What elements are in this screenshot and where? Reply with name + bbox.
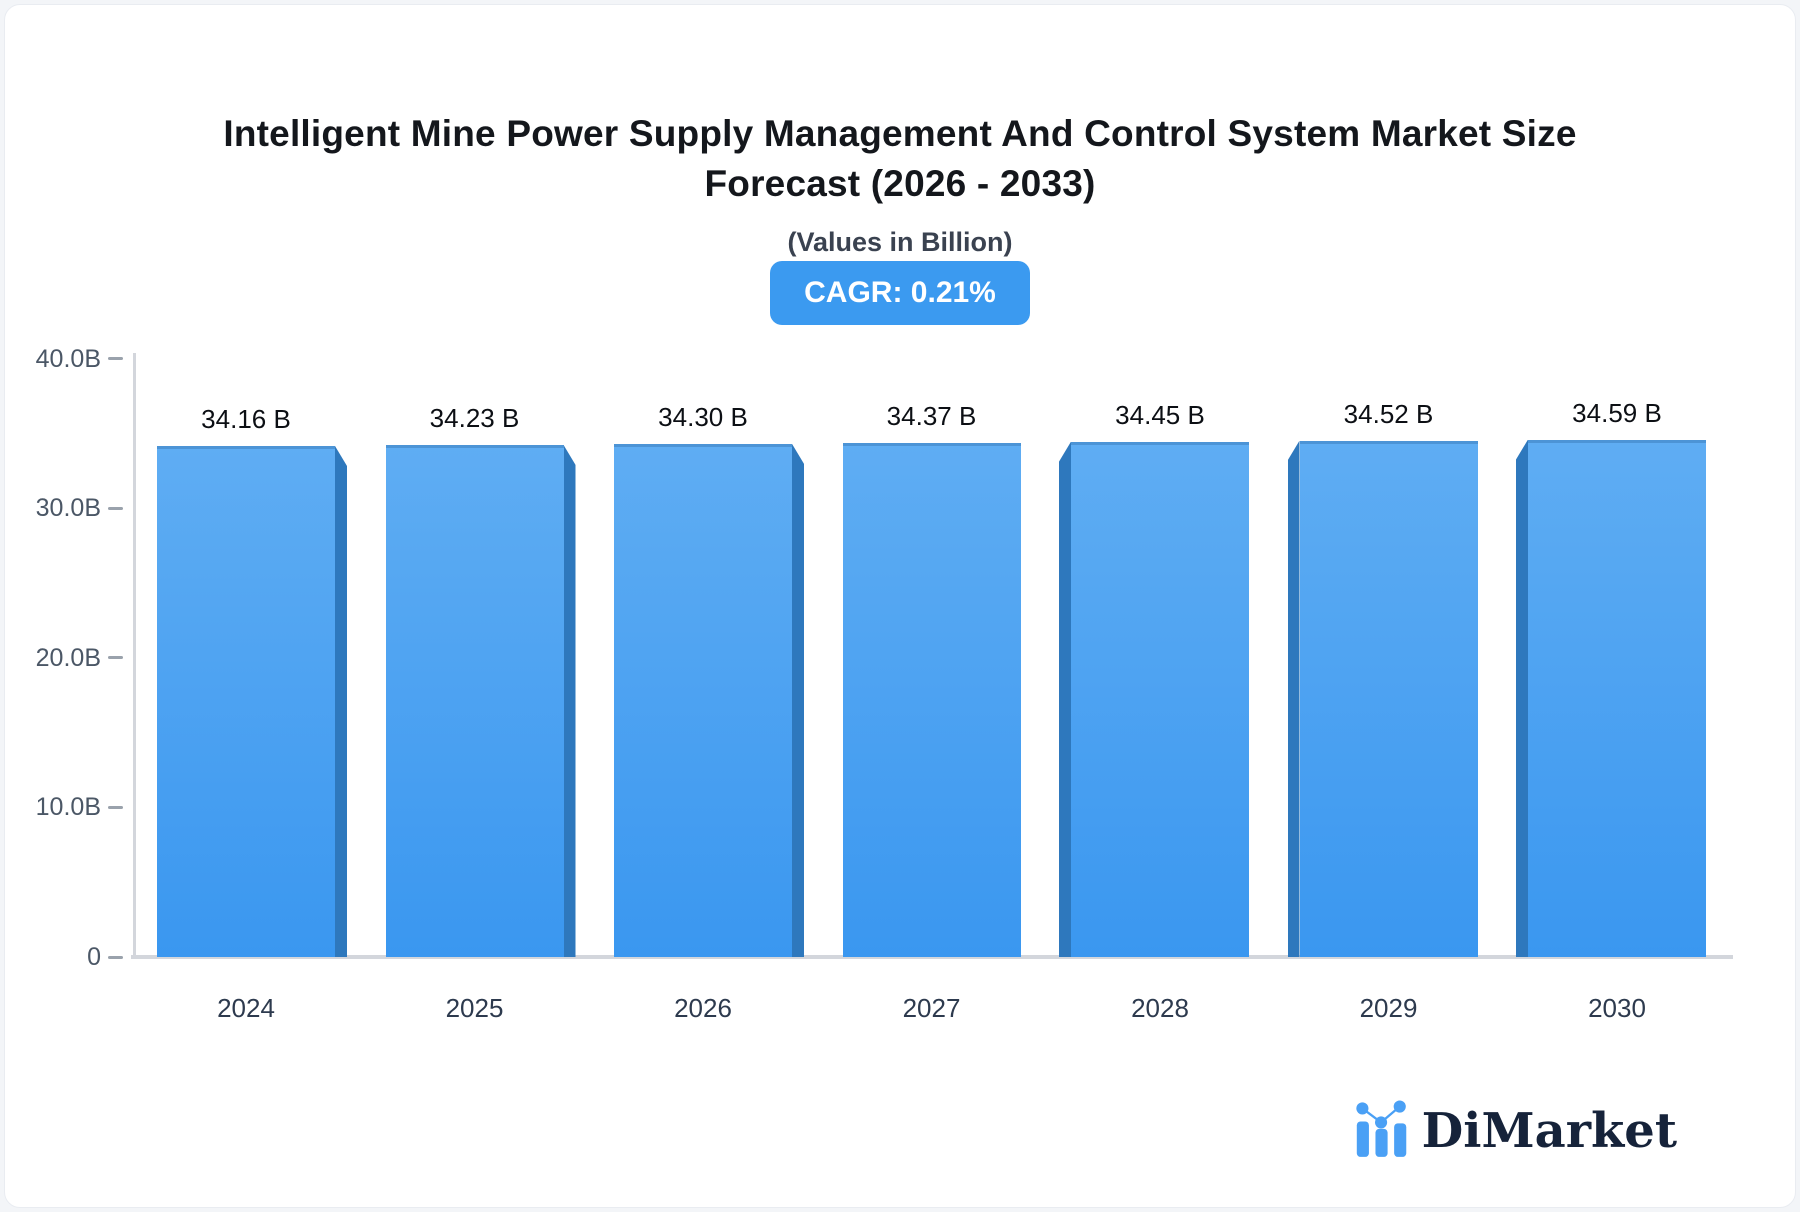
chart-title-line-1: Intelligent Mine Power Supply Management… <box>223 113 1577 154</box>
x-axis-label: 2029 <box>1359 993 1418 1023</box>
bar-side-face <box>1287 440 1300 957</box>
y-axis-tick-label: 0 <box>87 943 101 971</box>
x-axis-label: 2027 <box>902 993 961 1023</box>
chart-card: Intelligent Mine Power Supply Management… <box>4 4 1796 1208</box>
cagr-badge-row: CAGR: 0.21% <box>5 261 1795 325</box>
bar-value-label: 34.23 B <box>429 402 520 433</box>
bar[interactable] <box>1299 440 1478 957</box>
y-axis-tick-label: 20.0B <box>35 643 101 672</box>
y-axis-tick-label: 30.0B <box>35 494 101 523</box>
bar-value-label: 34.59 B <box>1572 397 1662 428</box>
x-axis-label: 2030 <box>1588 993 1646 1023</box>
bar-side-face <box>1516 439 1528 957</box>
bar-value-label: 34.45 B <box>1115 399 1205 430</box>
y-axis-tick-mark <box>108 656 123 660</box>
bar-value-label: 34.52 B <box>1343 398 1434 429</box>
y-axis-tick-mark <box>108 805 123 809</box>
bar[interactable] <box>385 444 564 957</box>
bar-chart-dots-icon <box>1355 1100 1406 1157</box>
y-axis-tick-mark <box>108 506 123 510</box>
y-axis-tick-label: 40.0B <box>35 344 101 373</box>
bar[interactable] <box>1071 441 1249 957</box>
bar-side-face <box>563 444 576 957</box>
bar-value-label: 34.30 B <box>658 401 748 432</box>
y-axis-line <box>133 353 136 959</box>
bar-value-label: 34.37 B <box>886 400 977 431</box>
x-axis-label: 2024 <box>217 993 275 1023</box>
bar-chart-plot-area: 40.0B 30.0B 20.0B 10.0B 0 34.16 B 2024 34.23 B 2… <box>5 5 1795 1207</box>
bar[interactable] <box>842 442 1021 957</box>
y-axis-tick-mark <box>108 357 123 361</box>
bar-value-label: 34.16 B <box>201 403 291 434</box>
bar[interactable] <box>614 443 792 957</box>
bar-side-face <box>1059 441 1071 957</box>
x-axis-label: 2028 <box>1131 993 1189 1023</box>
brand-logo-text: DiMarket <box>1421 1103 1677 1159</box>
x-axis-label: 2026 <box>674 993 732 1023</box>
bar-side-face <box>792 443 804 957</box>
y-axis-tick-mark <box>108 955 123 959</box>
bar[interactable] <box>157 445 335 957</box>
x-axis-line <box>131 955 1733 959</box>
chart-title-line-2: Forecast (2026 - 2033) <box>704 163 1096 204</box>
bar-side-face <box>335 445 347 957</box>
chart-title: Intelligent Mine Power Supply Management… <box>5 109 1795 209</box>
cagr-badge: CAGR: 0.21% <box>770 261 1030 325</box>
chart-subtitle: (Values in Billion) <box>787 227 1013 257</box>
bar[interactable] <box>1528 439 1706 957</box>
y-axis-tick-label: 10.0B <box>35 793 101 822</box>
brand-logo: DiMarket <box>1354 1099 1677 1157</box>
x-axis-label: 2025 <box>445 993 504 1023</box>
